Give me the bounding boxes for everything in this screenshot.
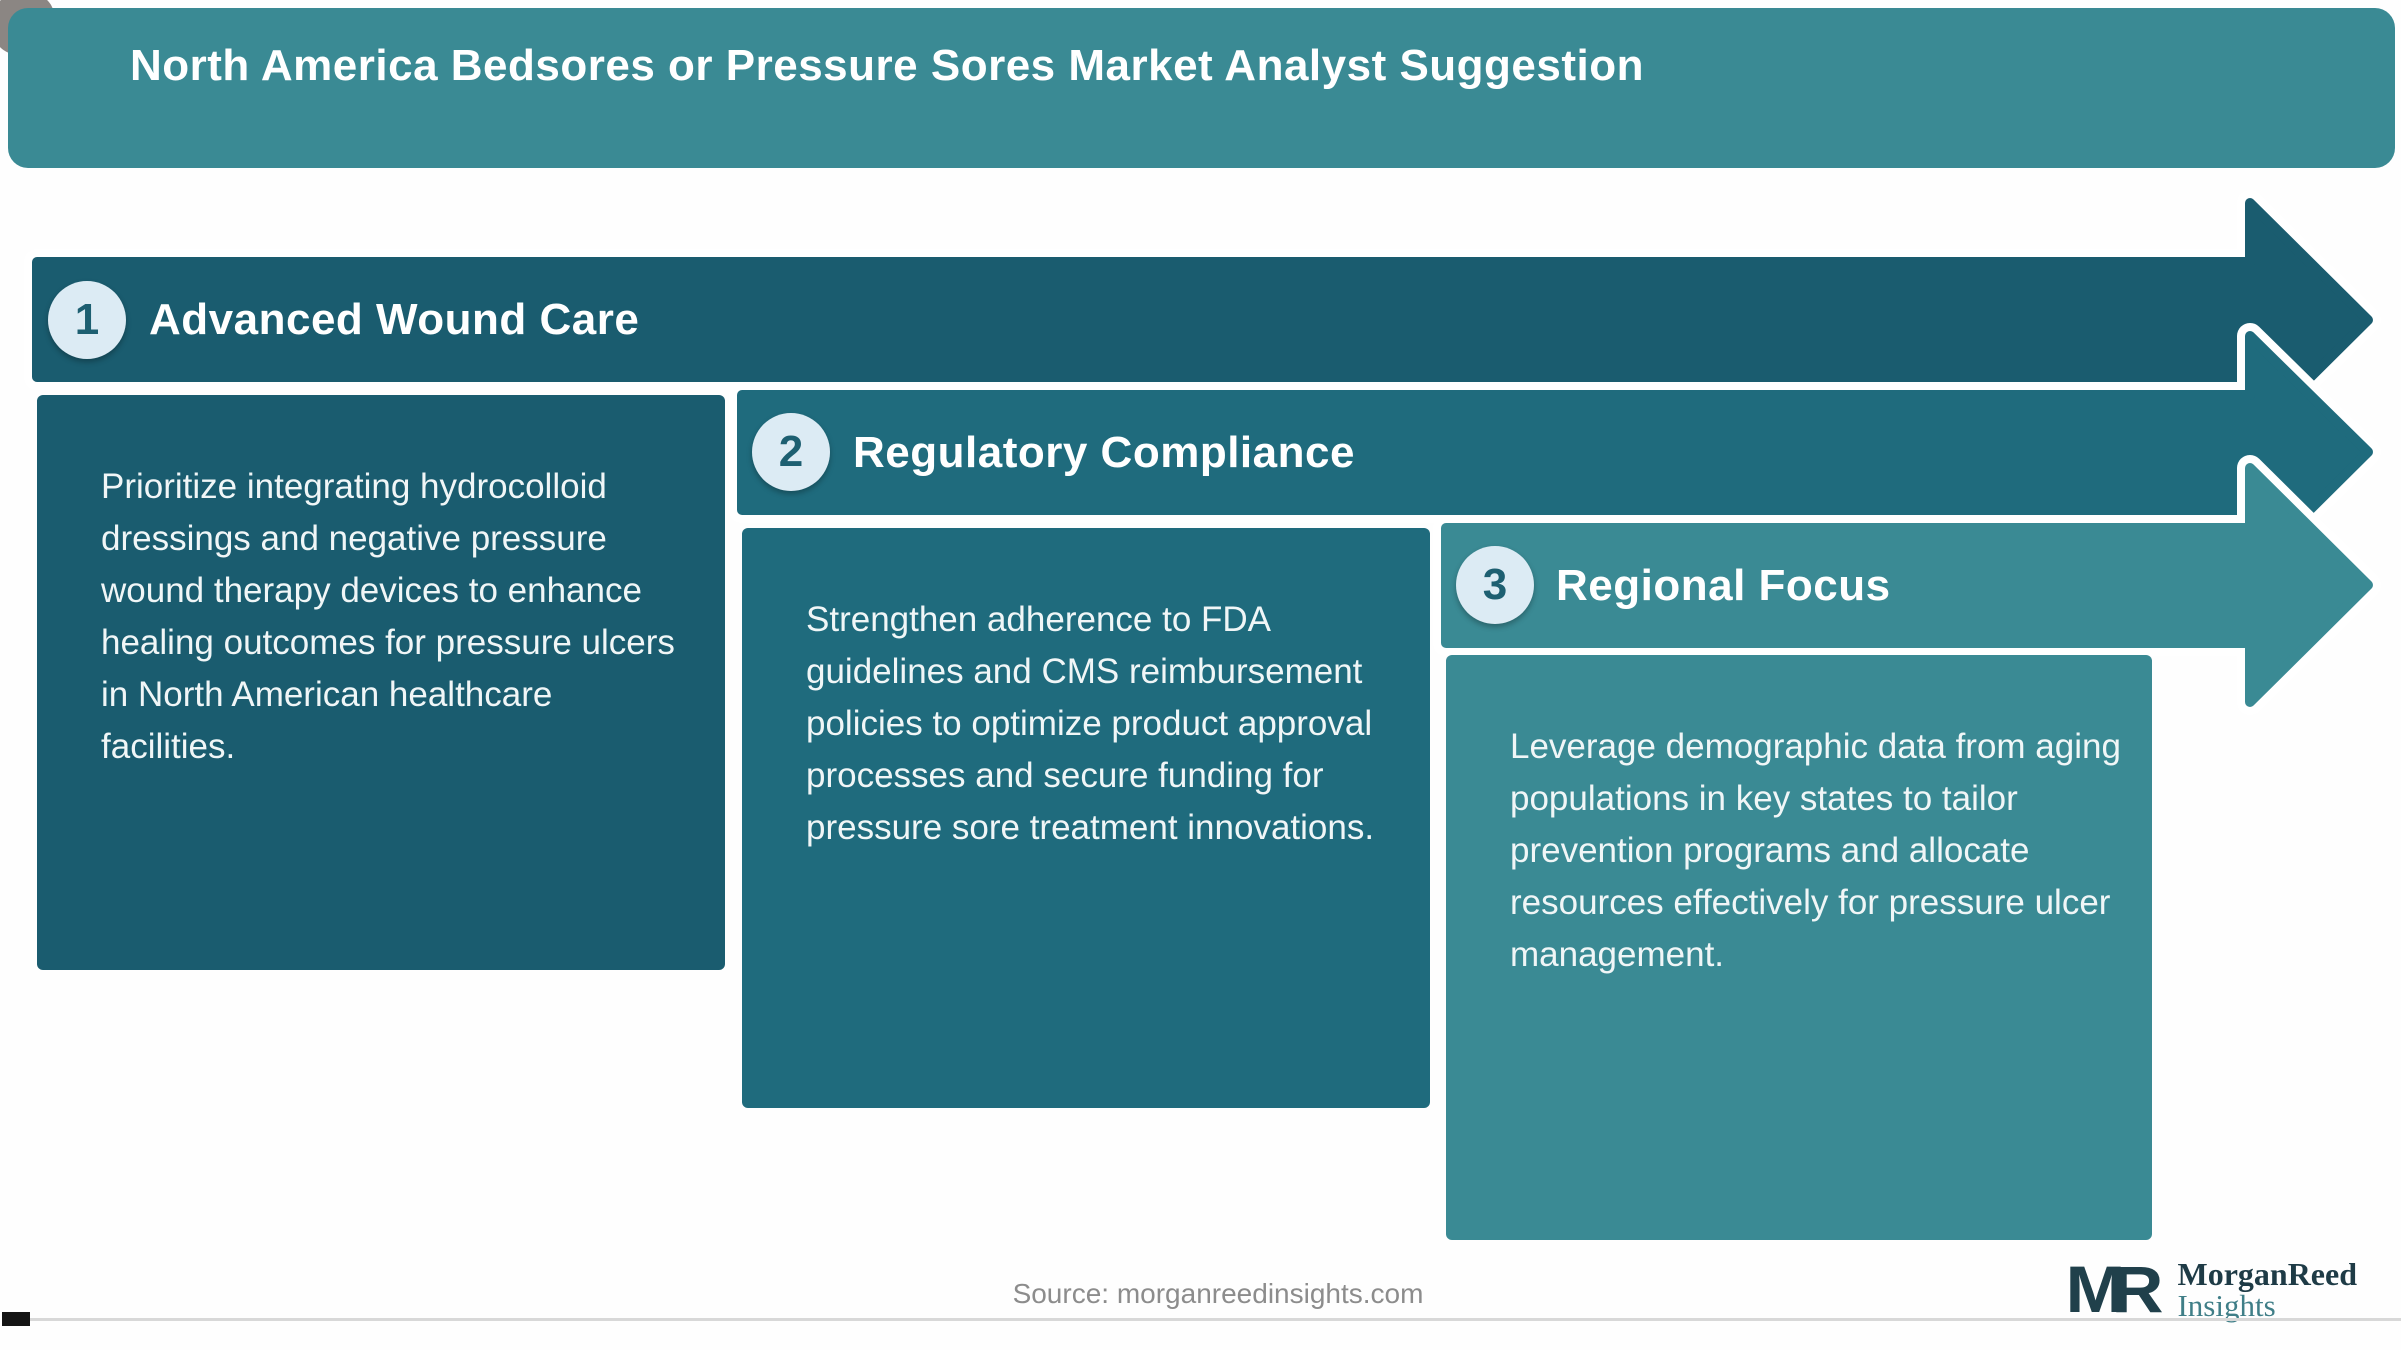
step-number-badge-1: 1 — [48, 281, 126, 359]
logo-name-primary: Morgan — [2177, 1256, 2288, 1292]
source-attribution: Source: morganreedinsights.com — [1012, 1278, 1424, 1309]
step-number-badge-2: 2 — [752, 413, 830, 491]
brand-logo: MR MorganReed Insights — [2065, 1253, 2358, 1327]
step-title-3: Regional Focus — [1556, 560, 1891, 610]
step-description-box-1: Prioritize integrating hydrocolloid dres… — [37, 395, 725, 970]
bottom-divider — [30, 1318, 2401, 1321]
logo-wordmark: MorganReed Insights — [2177, 1258, 2357, 1322]
page-title: North America Bedsores or Pressure Sores… — [130, 41, 1645, 90]
bottom-corner-mark — [2, 1312, 30, 1326]
header-banner: North America Bedsores or Pressure Sores… — [8, 8, 2395, 168]
step-description-box-2: Strengthen adherence to FDA guidelines a… — [742, 528, 1430, 1108]
logo-tagline: Insights — [2177, 1288, 2276, 1323]
step-number-badge-3: 3 — [1456, 546, 1534, 624]
step-title-1: Advanced Wound Care — [149, 294, 640, 344]
logo-monogram-icon: MR — [2065, 1253, 2164, 1327]
logo-company-name: MorganReed — [2177, 1258, 2357, 1290]
arrow-shape-3 — [1433, 455, 2381, 715]
logo-name-secondary: Reed — [2287, 1256, 2357, 1292]
step-description-box-3: Leverage demographic data from aging pop… — [1446, 655, 2152, 1240]
step-title-2: Regulatory Compliance — [853, 427, 1355, 477]
